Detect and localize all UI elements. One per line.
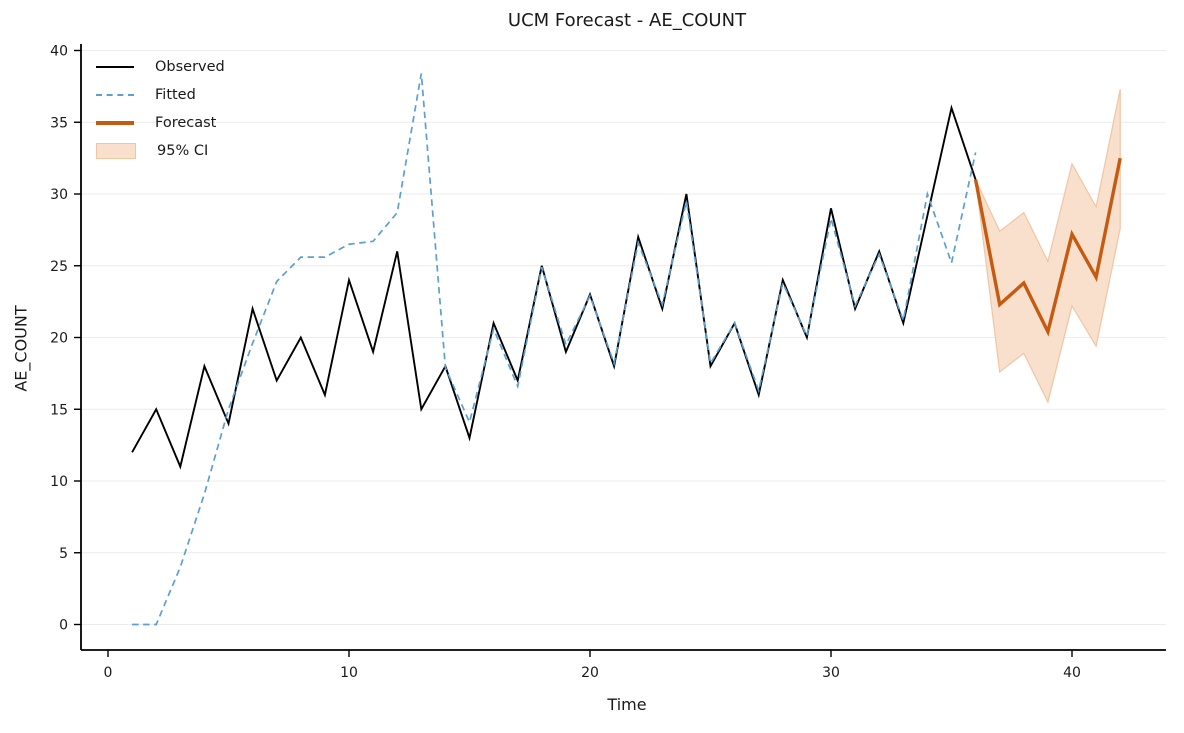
y-axis-label: AE_COUNT: [11, 305, 31, 392]
x-tick-label: 40: [1063, 665, 1081, 681]
y-tick-label: 15: [50, 402, 68, 418]
legend-label-forecast: Forecast: [155, 115, 217, 131]
x-tick-label: 0: [104, 665, 113, 681]
y-tick-label: 25: [50, 259, 68, 275]
x-tick-label: 30: [822, 665, 840, 681]
fitted-line: [132, 73, 977, 626]
y-tick-label: 40: [50, 44, 68, 60]
y-tick-label: 5: [59, 546, 68, 562]
x-axis-label: Time: [607, 695, 647, 714]
ci-band-swatch-icon: [96, 143, 136, 159]
legend-label-ci: 95% CI: [157, 143, 209, 159]
legend-item-fitted: Fitted: [96, 85, 225, 105]
x-tick-label: 20: [581, 665, 599, 681]
legend: Observed Fitted Forecast 95% CI: [96, 57, 225, 161]
observed-line: [131, 104, 977, 470]
y-tick-label: 0: [59, 618, 68, 634]
x-tick-label: 10: [340, 665, 358, 681]
legend-label-observed: Observed: [155, 59, 225, 75]
observed-line-swatch-icon: [96, 66, 134, 68]
chart-title: UCM Forecast - AE_COUNT: [507, 10, 747, 31]
ci-band: [975, 89, 1121, 404]
legend-item-ci: 95% CI: [96, 141, 225, 161]
legend-item-forecast: Forecast: [96, 113, 225, 133]
y-tick-label: 20: [50, 331, 68, 347]
legend-label-fitted: Fitted: [155, 87, 196, 103]
y-tick-label: 35: [50, 115, 68, 131]
forecast-line-swatch-icon: [96, 121, 134, 125]
forecast-line: [973, 157, 1122, 337]
legend-item-observed: Observed: [96, 57, 225, 77]
fitted-line-swatch-icon: [96, 94, 134, 96]
y-tick-label: 30: [50, 187, 68, 203]
y-tick-label: 10: [50, 474, 68, 490]
